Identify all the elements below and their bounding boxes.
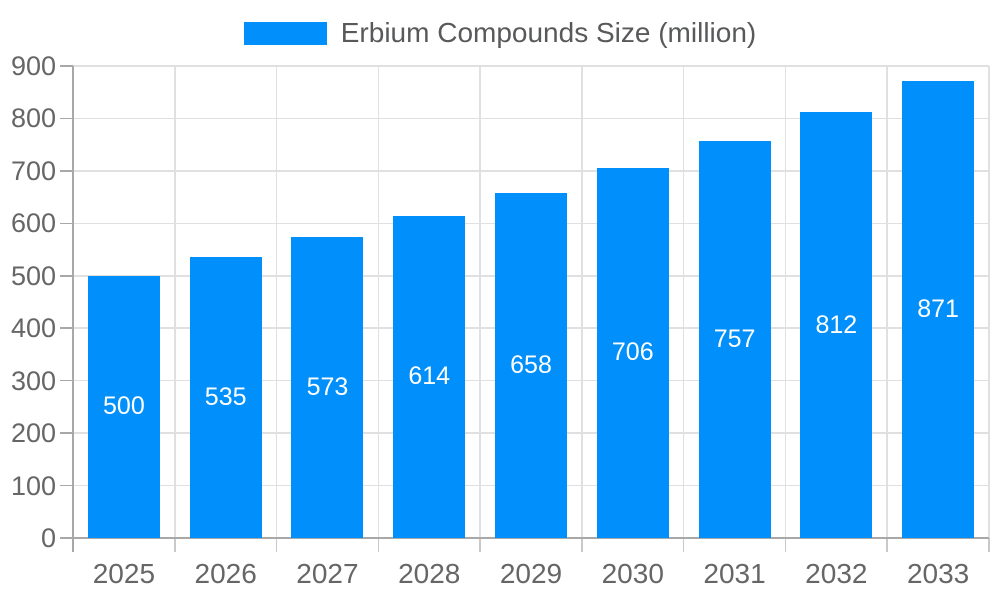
bar-2029[interactable] — [495, 192, 567, 538]
x-axis-label-2033: 2033 — [906, 558, 970, 589]
x-tick-7 — [784, 538, 787, 552]
y-gridline-800 — [73, 117, 989, 120]
y-axis-label-200: 200 — [10, 418, 56, 449]
x-gridline-1 — [174, 66, 176, 538]
x-gridline-5 — [581, 66, 583, 538]
y-axis-label-800: 800 — [10, 103, 56, 134]
y-axis-label-500: 500 — [10, 260, 56, 291]
x-axis-label-2030: 2030 — [601, 558, 664, 589]
bar-2026[interactable] — [189, 257, 262, 538]
x-tick-3 — [377, 538, 380, 552]
x-tick-5 — [581, 538, 583, 552]
x-axis-label-2031: 2031 — [703, 558, 766, 589]
x-gridline-9 — [988, 66, 990, 538]
y-tick-400 — [60, 327, 73, 329]
bar-2033[interactable] — [902, 81, 975, 538]
y-tick-700 — [60, 170, 73, 172]
y-tick-100 — [60, 484, 73, 487]
y-axis-label-700: 700 — [10, 155, 56, 186]
y-tick-600 — [60, 222, 73, 225]
x-gridline-6 — [682, 66, 685, 538]
y-axis-line — [72, 66, 74, 552]
x-axis-line — [60, 537, 989, 539]
y-tick-900 — [60, 65, 73, 67]
x-axis-label-2027: 2027 — [296, 558, 359, 589]
y-tick-800 — [60, 117, 73, 120]
x-tick-8 — [886, 538, 888, 552]
y-tick-500 — [60, 275, 73, 277]
x-gridline-8 — [886, 66, 888, 538]
legend-label: Erbium Compounds Size (million) — [340, 17, 757, 48]
y-gridline-900 — [73, 65, 989, 67]
x-tick-2 — [275, 538, 278, 552]
x-axis-label-2032: 2032 — [805, 558, 868, 589]
x-tick-1 — [174, 538, 176, 552]
y-axis-label-100: 100 — [10, 470, 56, 501]
y-axis-label-900: 900 — [10, 51, 56, 81]
x-gridline-7 — [784, 66, 787, 538]
bar-2025[interactable] — [87, 275, 160, 538]
x-tick-6 — [682, 538, 685, 552]
y-tick-300 — [60, 379, 73, 382]
x-axis-label-2028: 2028 — [398, 558, 461, 589]
bar-2030[interactable] — [596, 167, 669, 538]
y-axis-label-0: 0 — [40, 523, 56, 553]
x-tick-9 — [988, 538, 990, 552]
bar-2028[interactable] — [393, 215, 466, 538]
y-tick-200 — [60, 432, 73, 434]
bar-2031[interactable] — [698, 140, 771, 538]
x-axis-label-2025: 2025 — [92, 558, 156, 589]
chart-legend[interactable]: Erbium Compounds Size (million) — [0, 16, 1000, 50]
y-axis-label-600: 600 — [10, 208, 56, 239]
x-gridline-2 — [275, 66, 278, 538]
y-axis-label-300: 300 — [10, 365, 56, 396]
bar-2032[interactable] — [800, 112, 873, 538]
x-axis-label-2029: 2029 — [499, 558, 563, 589]
x-gridline-4 — [479, 66, 481, 538]
x-tick-4 — [479, 538, 481, 552]
x-axis-label-2026: 2026 — [194, 558, 257, 589]
legend-swatch-icon — [243, 21, 327, 45]
y-axis-label-400: 400 — [10, 313, 56, 344]
bar-2027[interactable] — [291, 237, 364, 538]
y-gridline-700 — [73, 170, 989, 172]
x-gridline-3 — [377, 66, 380, 538]
